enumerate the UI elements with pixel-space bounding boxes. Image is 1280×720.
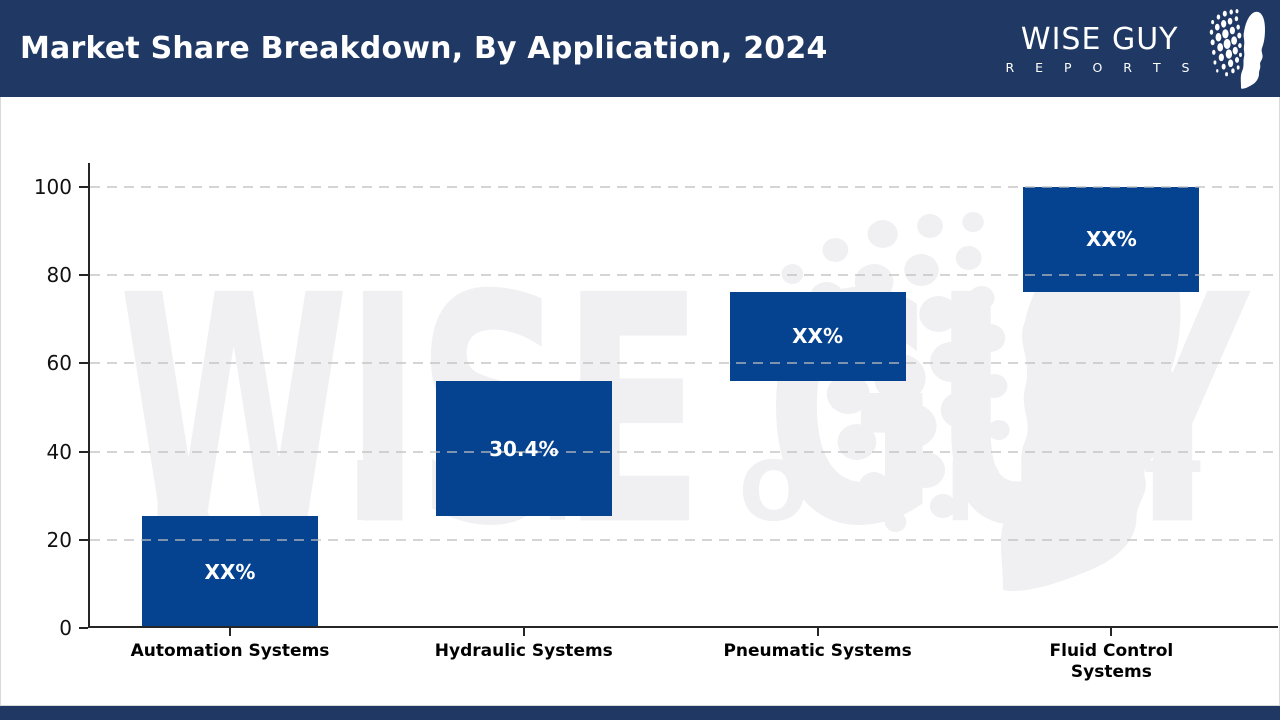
y-tick-mark-40 [79,450,88,453]
y-axis-line [88,163,90,628]
y-tick-mark-100 [79,186,88,188]
y-tick-label-40: 40 [46,439,72,464]
wiseguy-logo-text: WISE GUY R E P O R T S [1001,21,1198,76]
y-tick-mark-80 [79,274,88,277]
x-category-label-fluid-control-systems: Fluid Control Systems [1049,641,1174,682]
bar-value-label-pneumatic-systems: XX% [792,324,844,349]
x-category-label-pneumatic-systems: Pneumatic Systems [723,641,912,661]
page-title: Market Share Breakdown, By Application, … [20,31,828,66]
x-tick-mark-pneumatic-systems [816,628,819,636]
x-tick-mark-hydraulic-systems [522,628,525,636]
wiseguy-head-icon [1209,9,1265,89]
y-tick-label-0: 0 [59,616,72,640]
y-tick-mark-20 [79,538,88,541]
y-tick-label-80: 80 [46,263,72,288]
y-tick-label-60: 60 [46,351,72,376]
wiseguy-logo: WISE GUY R E P O R T S [1001,6,1266,92]
y-tick-mark-60 [79,362,88,365]
header-bar: Market Share Breakdown, By Application, … [0,0,1280,97]
wiseguy-logo-brand: WISE GUY [1020,21,1179,57]
wiseguy-logo-sub: R E P O R T S [1005,59,1198,75]
bar-value-label-fluid-control-systems: XX% [1085,227,1137,252]
x-category-label-hydraulic-systems: Hydraulic Systems [434,641,613,661]
gridline-60 [90,362,1278,365]
gridline-20 [90,538,1278,541]
y-tick-mark-0 [79,627,88,629]
x-axis-line [88,626,1278,628]
gridline-80 [90,274,1278,277]
gridline-40 [90,450,1278,453]
bar-value-label-hydraulic-systems: 30.4% [489,436,559,461]
x-tick-mark-fluid-control-systems [1110,628,1113,636]
bar-value-label-automation-systems: XX% [204,559,256,584]
y-tick-label-100: 100 [33,175,72,199]
x-tick-mark-automation-systems [229,628,231,636]
x-category-label-automation-systems: Automation Systems [130,641,330,661]
gridline-100 [90,186,1278,188]
bar-hydraulic-systems [435,381,612,516]
footer-bar [0,705,1280,720]
bar-automation-systems [142,515,318,628]
y-tick-label-20: 20 [46,527,72,552]
